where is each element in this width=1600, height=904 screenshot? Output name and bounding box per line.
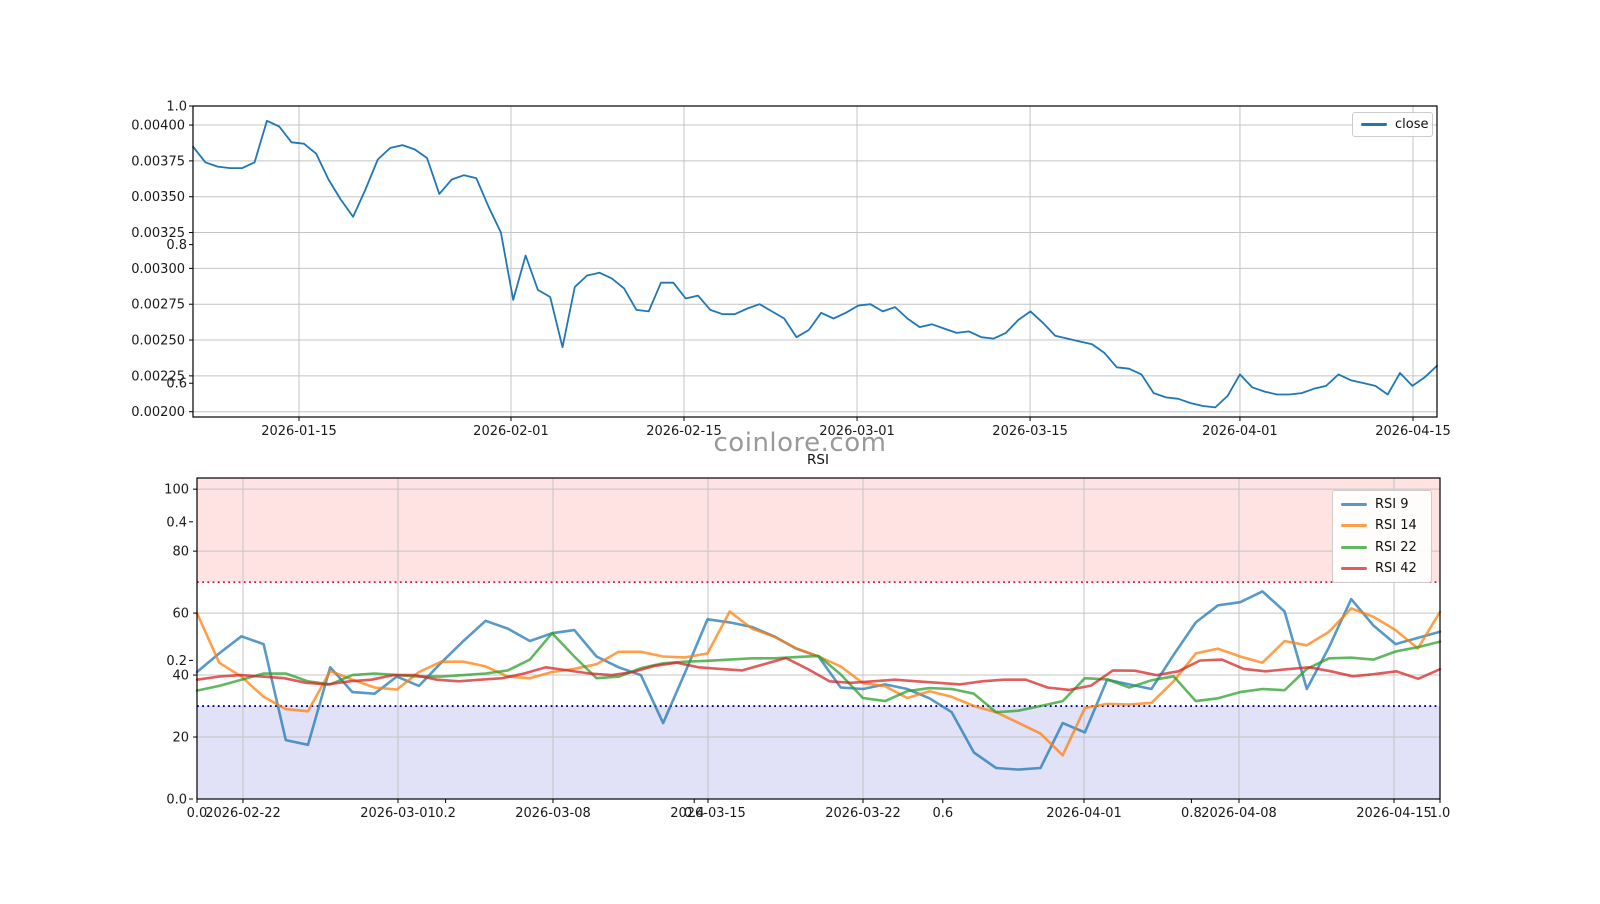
rsi-42-line — [195, 656, 1442, 692]
rsi-x-tick-label: 2026-04-01 — [1046, 806, 1122, 821]
rsi-x-tick-label: 2026-03-15 — [670, 806, 746, 821]
legend-label: RSI 14 — [1375, 518, 1417, 534]
hidden-x-tick-label: 0.8 — [1181, 806, 1202, 821]
oversold-zone — [197, 706, 1440, 799]
hidden-y-tick-label: 0.2 — [166, 654, 187, 669]
price-x-tick-label: 2026-02-15 — [646, 424, 722, 439]
hidden-y-tick-label: 0.8 — [166, 238, 187, 253]
legend-label: close — [1395, 117, 1429, 132]
price-x-tick-label: 2026-03-01 — [819, 424, 895, 439]
overbought-zone — [197, 478, 1440, 583]
hidden-x-tick-label: 0.0 — [187, 806, 208, 821]
rsi-y-tick-label: 40 — [172, 669, 189, 684]
price-y-tick-label: 0.00275 — [131, 298, 185, 313]
price-x-tick-label: 2026-01-15 — [261, 424, 337, 439]
legend-item-rsi-42: RSI 42 — [1341, 561, 1423, 576]
rsi-y-tick-label: 100 — [164, 483, 189, 498]
rsi-y-tick-label: 80 — [172, 545, 189, 560]
price-x-tick-label: 2026-04-15 — [1375, 424, 1451, 439]
rsi-14-line-swatch — [1341, 524, 1367, 528]
price-legend: close — [1352, 112, 1433, 137]
price-y-tick-label: 0.00225 — [131, 369, 185, 384]
rsi-x-tick-label: 2026-04-08 — [1201, 806, 1277, 821]
legend-label: RSI 42 — [1375, 560, 1417, 576]
legend-item-rsi-22: RSI 22 — [1341, 540, 1423, 555]
price-plot-border — [192, 105, 1438, 418]
price-y-tick-label: 0.00350 — [131, 190, 185, 205]
close-line-swatch — [1361, 123, 1387, 126]
rsi-legend: RSI 9 RSI 14 RSI 22 RSI 42 — [1332, 490, 1432, 583]
price-x-tick-label: 2026-03-15 — [992, 424, 1068, 439]
hidden-x-tick-label: 0.4 — [684, 806, 705, 821]
rsi-42-line-swatch — [1341, 566, 1367, 570]
rsi-chart-title: RSI — [807, 452, 829, 468]
price-y-tick-label: 0.00200 — [131, 405, 185, 420]
price-y-tick-label: 0.00300 — [131, 262, 185, 277]
price-y-tick-label: 0.00375 — [131, 154, 185, 169]
hidden-y-tick-label: 0.4 — [166, 515, 187, 530]
legend-item-rsi-9: RSI 9 — [1341, 497, 1423, 512]
rsi-x-tick-label: 2026-03-22 — [825, 806, 901, 821]
hidden-x-tick-label: 1.0 — [1430, 806, 1451, 821]
legend-item-rsi-14: RSI 14 — [1341, 518, 1423, 533]
rsi-x-tick-label: 2026-02-22 — [205, 806, 281, 821]
watermark: coinlore.com — [713, 428, 887, 458]
rsi-x-tick-label: 2026-03-01 — [360, 806, 436, 821]
rsi-9-line-swatch — [1341, 503, 1367, 507]
hidden-y-tick-label: 0.0 — [166, 793, 187, 808]
price-y-tick-label: 0.00400 — [131, 119, 185, 134]
legend-label: RSI 9 — [1375, 497, 1409, 513]
rsi-22-line-swatch — [1341, 545, 1367, 549]
price-x-tick-label: 2026-04-01 — [1202, 424, 1278, 439]
close-line — [192, 119, 1438, 409]
legend-label: RSI 22 — [1375, 539, 1417, 555]
price-y-tick-label: 0.00250 — [131, 334, 185, 349]
rsi-y-tick-label: 20 — [172, 731, 189, 746]
legend-item-close: close — [1361, 117, 1428, 132]
rsi-plot-border — [196, 477, 1441, 800]
hidden-x-tick-label: 0.2 — [435, 806, 456, 821]
price-y-tick-label: 0.00325 — [131, 226, 185, 241]
hidden-x-tick-label: 0.6 — [932, 806, 953, 821]
rsi-22-line — [195, 631, 1442, 714]
hidden-y-tick-label: 1.0 — [166, 100, 187, 115]
rsi-x-tick-label: 2026-03-08 — [515, 806, 591, 821]
rsi-x-tick-label: 2026-04-15 — [1356, 806, 1432, 821]
rsi-y-tick-label: 60 — [172, 607, 189, 622]
hidden-y-tick-label: 0.6 — [166, 377, 187, 392]
price-x-tick-label: 2026-02-01 — [473, 424, 549, 439]
